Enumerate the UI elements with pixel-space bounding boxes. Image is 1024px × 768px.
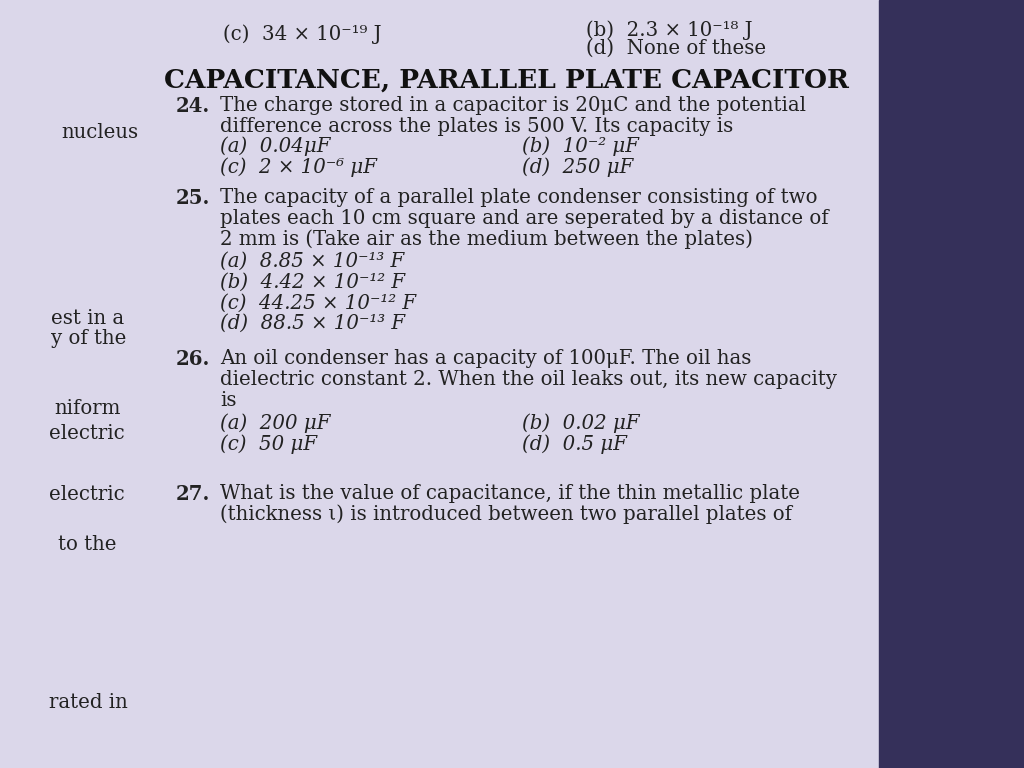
Text: 27.: 27.: [176, 484, 211, 504]
Text: 26.: 26.: [176, 349, 211, 369]
Text: 2 mm is (Take air as the medium between the plates): 2 mm is (Take air as the medium between …: [220, 230, 754, 250]
Text: 24.: 24.: [176, 96, 210, 116]
Text: CAPACITANCE, PARALLEL PLATE CAPACITOR: CAPACITANCE, PARALLEL PLATE CAPACITOR: [165, 68, 849, 93]
Text: (thickness ι) is introduced between two parallel plates of: (thickness ι) is introduced between two …: [220, 505, 793, 525]
Text: est in a: est in a: [51, 309, 124, 328]
Text: to the: to the: [58, 535, 117, 554]
Text: electric: electric: [49, 424, 125, 443]
Bar: [879, 0, 1024, 768]
Text: 25.: 25.: [176, 188, 211, 208]
Text: The capacity of a parallel plate condenser consisting of two: The capacity of a parallel plate condens…: [220, 188, 817, 207]
Text: (a)  200 μF: (a) 200 μF: [220, 413, 331, 433]
Text: niform: niform: [54, 399, 121, 419]
Text: rated in: rated in: [49, 693, 128, 712]
Text: What is the value of capacitance, if the thin metallic plate: What is the value of capacitance, if the…: [220, 484, 800, 503]
Text: nucleus: nucleus: [61, 123, 138, 142]
Text: (d)  88.5 × 10⁻¹³ F: (d) 88.5 × 10⁻¹³ F: [220, 314, 406, 333]
Text: electric: electric: [49, 485, 125, 505]
Text: (c)  50 μF: (c) 50 μF: [220, 434, 317, 454]
Text: dielectric constant 2. When the oil leaks out, its new capacity: dielectric constant 2. When the oil leak…: [220, 370, 838, 389]
Text: is: is: [220, 391, 237, 410]
Text: y of the: y of the: [51, 329, 127, 348]
Text: (b)  0.02 μF: (b) 0.02 μF: [522, 413, 640, 433]
Text: (c)  2 × 10⁻⁶ μF: (c) 2 × 10⁻⁶ μF: [220, 157, 377, 177]
Text: An oil condenser has a capacity of 100μF. The oil has: An oil condenser has a capacity of 100μF…: [220, 349, 752, 369]
Text: (d)  0.5 μF: (d) 0.5 μF: [522, 434, 628, 454]
Text: (d)  250 μF: (d) 250 μF: [522, 157, 634, 177]
Text: (a)  0.04μF: (a) 0.04μF: [220, 137, 331, 157]
Text: (b)  2.3 × 10⁻¹⁸ J: (b) 2.3 × 10⁻¹⁸ J: [586, 20, 753, 40]
Text: (a)  8.85 × 10⁻¹³ F: (a) 8.85 × 10⁻¹³ F: [220, 252, 404, 271]
Text: plates each 10 cm square and are seperated by a distance of: plates each 10 cm square and are seperat…: [220, 209, 828, 228]
Text: (b)  4.42 × 10⁻¹² F: (b) 4.42 × 10⁻¹² F: [220, 273, 406, 292]
Text: difference across the plates is 500 V. Its capacity is: difference across the plates is 500 V. I…: [220, 117, 733, 136]
Text: (c)  44.25 × 10⁻¹² F: (c) 44.25 × 10⁻¹² F: [220, 293, 417, 313]
Text: (d)  None of these: (d) None of these: [586, 38, 766, 58]
Text: (c)  34 × 10⁻¹⁹ J: (c) 34 × 10⁻¹⁹ J: [223, 25, 382, 45]
Text: The charge stored in a capacitor is 20μC and the potential: The charge stored in a capacitor is 20μC…: [220, 96, 806, 115]
Text: (b)  10⁻² μF: (b) 10⁻² μF: [522, 137, 639, 157]
